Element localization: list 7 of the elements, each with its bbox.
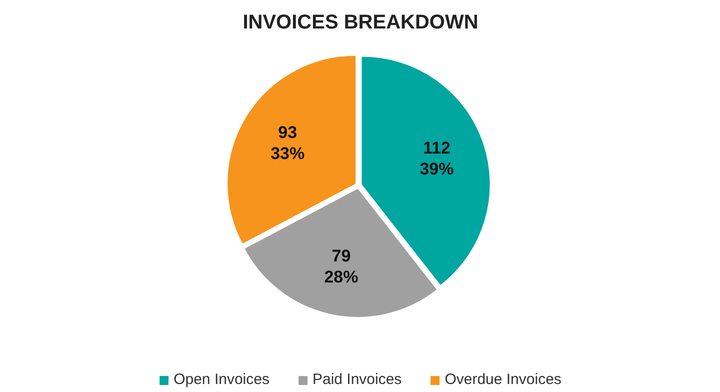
legend-label: Overdue Invoices [444, 371, 562, 388]
data-label: 112 39% [420, 138, 454, 178]
data-label: 79 28% [324, 246, 358, 286]
chart-title: INVOICES BREAKDOWN [242, 12, 478, 34]
data-label: 93 33% [270, 122, 305, 163]
legend-label: Paid Invoices [312, 371, 402, 388]
legend-label: Open Invoices [174, 371, 270, 388]
